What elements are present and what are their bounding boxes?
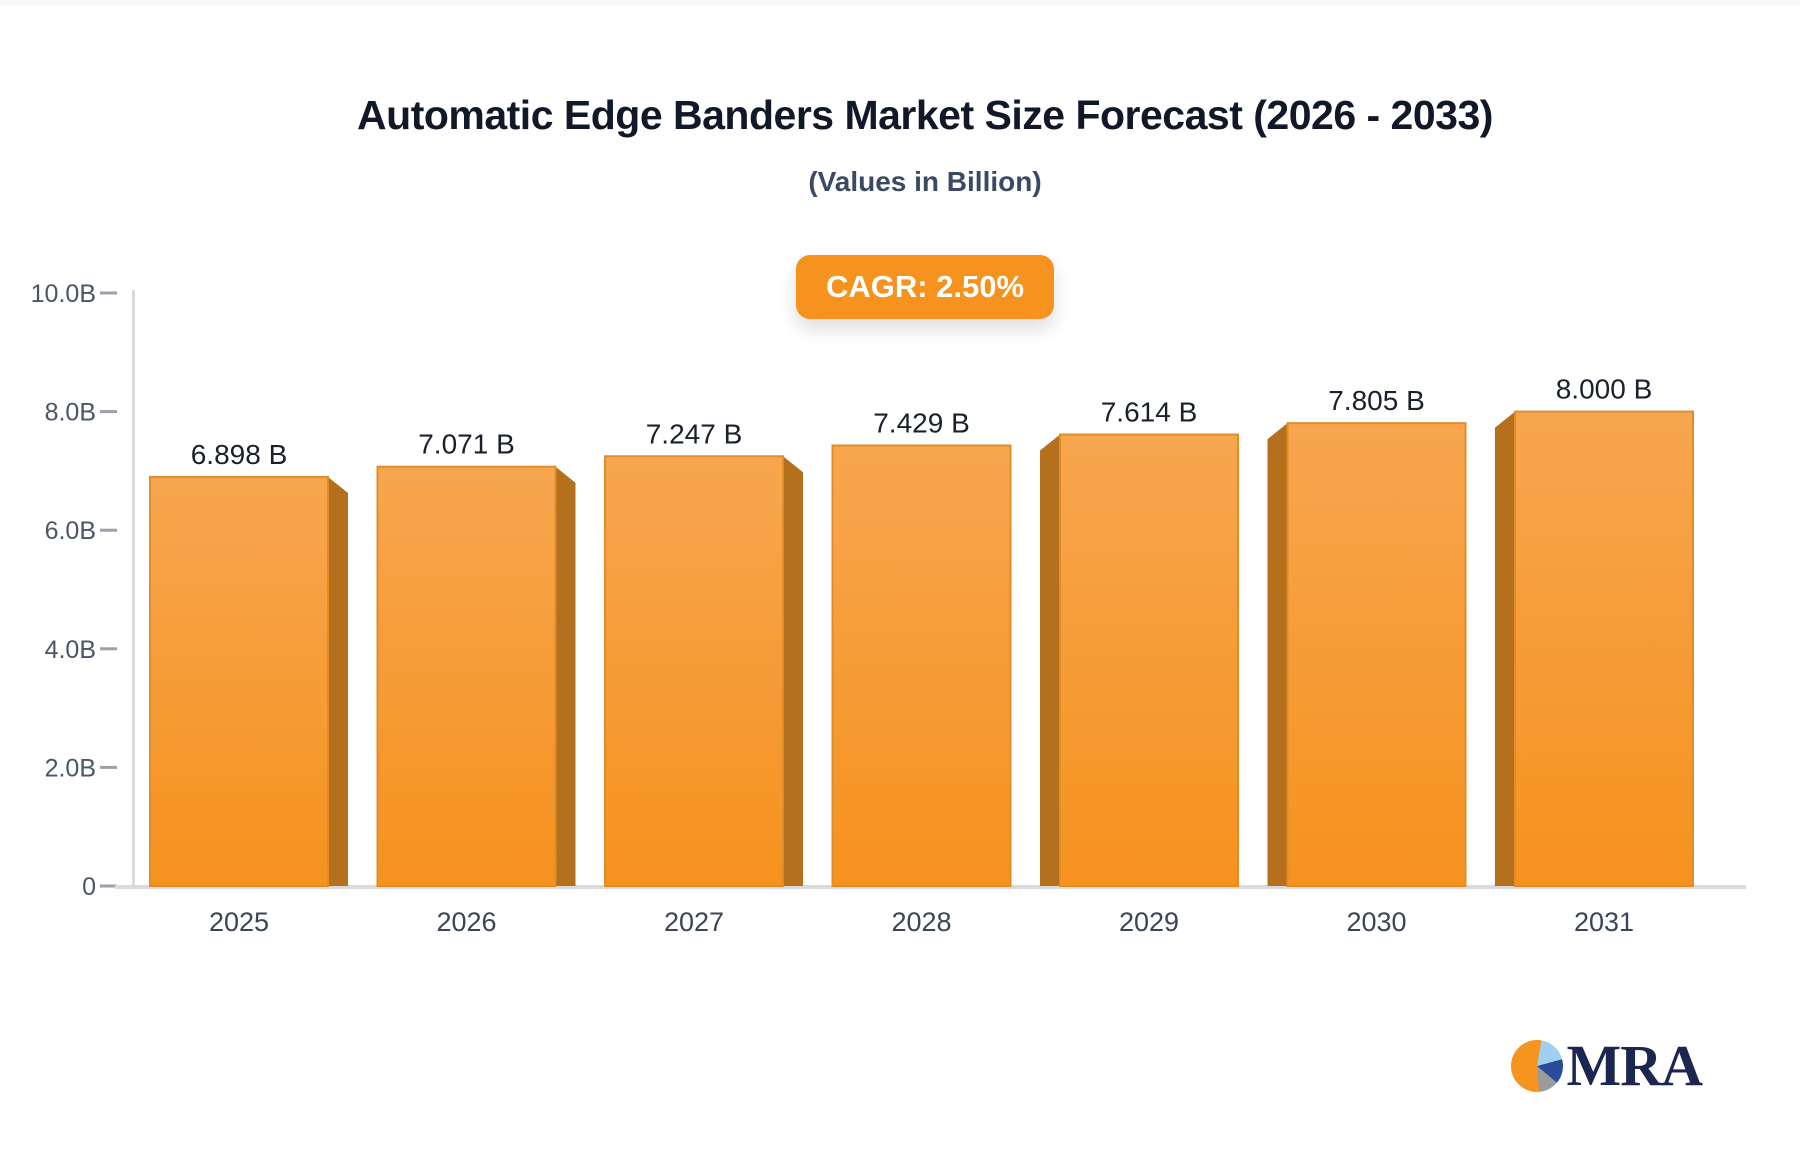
bar-front-face — [1514, 410, 1694, 887]
bar-2025[interactable]: 6.898 B 2025 — [149, 439, 348, 937]
bar-side-face — [1495, 411, 1515, 886]
x-axis-label: 2025 — [209, 907, 269, 937]
bar-2027[interactable]: 7.247 B 2027 — [604, 418, 803, 937]
y-axis-label: 8.0B — [45, 399, 96, 427]
bar-value-label: 7.805 B — [1328, 385, 1425, 416]
x-axis-label: 2029 — [1119, 907, 1179, 937]
bar-front-face — [376, 465, 557, 887]
cagr-badge-band: CAGR: 2.50% — [50, 255, 1800, 319]
bar-front-face — [149, 475, 329, 887]
bar-2031[interactable]: 8.000 B 2031 — [1495, 374, 1694, 937]
x-axis-label: 2030 — [1346, 907, 1406, 937]
bar-2030[interactable]: 7.805 B 2030 — [1267, 385, 1467, 937]
x-axis-label: 2028 — [891, 907, 951, 937]
y-axis-label: 2.0B — [45, 754, 96, 782]
y-axis-label: 10.0B — [31, 280, 96, 308]
bar-2026[interactable]: 7.071 B 2026 — [376, 429, 576, 937]
cagr-badge: CAGR: 2.50% — [795, 255, 1055, 319]
bar-value-label: 7.614 B — [1101, 396, 1198, 427]
pie-chart-logo-icon — [1511, 1040, 1564, 1092]
bar-value-label: 6.898 B — [191, 439, 288, 470]
bar-side-face — [1267, 423, 1288, 886]
bar-front-face — [604, 455, 784, 887]
bar-side-face — [783, 456, 803, 886]
bar-front-face — [1286, 422, 1467, 887]
y-tick-dash — [100, 884, 117, 888]
bar-value-label: 7.247 B — [646, 418, 743, 449]
bar-front-face — [1059, 433, 1239, 887]
x-axis-label: 2031 — [1574, 907, 1634, 937]
y-axis-label: 0 — [82, 873, 96, 901]
bar-2029[interactable]: 7.614 B 2029 — [1040, 396, 1239, 937]
mra-logo: MRA — [1511, 1033, 1703, 1098]
y-axis-line — [132, 290, 135, 888]
bar-2028[interactable]: 7.429 B 2028 — [831, 407, 1012, 937]
y-tick-dash — [100, 410, 117, 414]
x-axis-label: 2027 — [664, 907, 724, 937]
y-tick-dash — [100, 765, 117, 769]
y-axis-label: 6.0B — [45, 517, 96, 545]
bar-value-label: 8.000 B — [1556, 374, 1653, 405]
bar-side-face — [555, 466, 576, 886]
bar-front-face — [831, 444, 1012, 887]
y-axis-label: 4.0B — [45, 636, 96, 664]
logo-text: MRA — [1566, 1033, 1703, 1098]
bar-value-label: 7.429 B — [873, 407, 970, 438]
page-top-strip — [0, 0, 1800, 5]
chart-subtitle: (Values in Billion) — [808, 166, 1042, 197]
y-tick-dash — [100, 528, 117, 532]
bar-side-face — [328, 476, 348, 886]
y-tick-dash — [100, 647, 117, 651]
y-tick-dash — [100, 291, 117, 295]
x-axis-label: 2026 — [436, 907, 496, 937]
chart-title: Automatic Edge Banders Market Size Forec… — [357, 92, 1493, 138]
bar-side-face — [1040, 434, 1060, 886]
bar-value-label: 7.071 B — [418, 429, 515, 460]
